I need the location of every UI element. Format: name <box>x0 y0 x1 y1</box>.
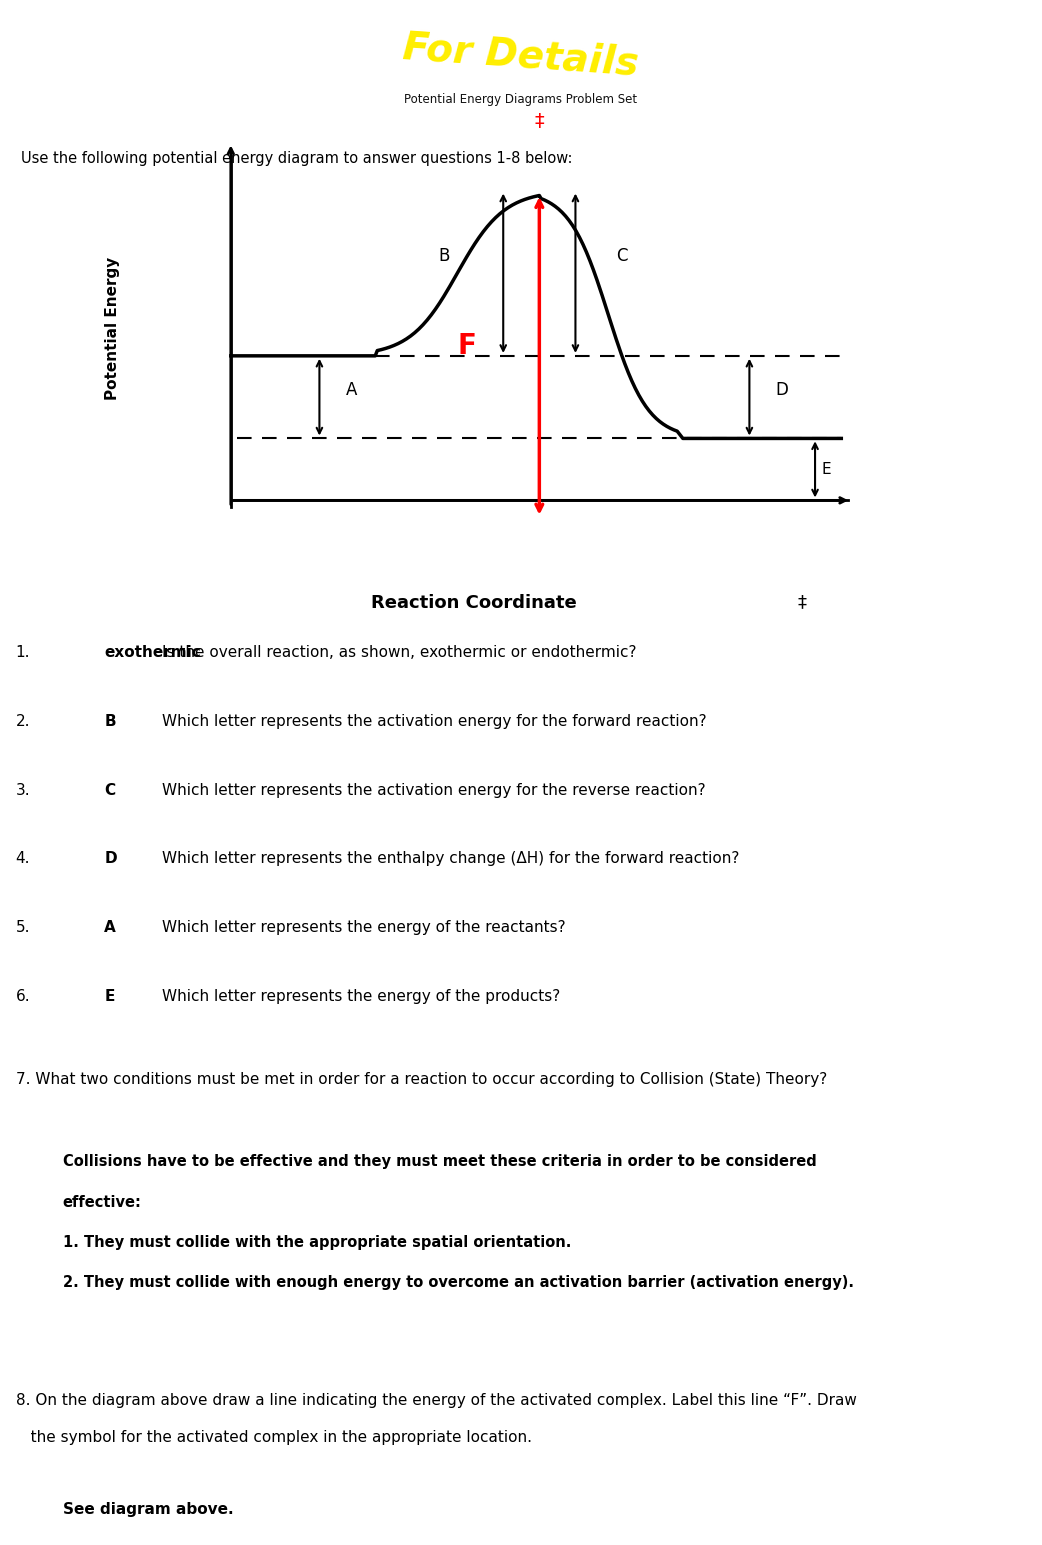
Text: E: E <box>104 989 115 1004</box>
Text: ‡: ‡ <box>797 593 807 612</box>
Text: 4.: 4. <box>16 851 30 867</box>
Text: C: C <box>616 247 627 266</box>
Text: Which letter represents the activation energy for the forward reaction?: Which letter represents the activation e… <box>162 714 706 729</box>
Text: the symbol for the activated complex in the appropriate location.: the symbol for the activated complex in … <box>16 1431 531 1446</box>
Text: Potential Energy: Potential Energy <box>105 256 120 400</box>
Text: Which letter represents the activation energy for the reverse reaction?: Which letter represents the activation e… <box>162 783 705 797</box>
Text: For Details: For Details <box>402 29 640 83</box>
Text: C: C <box>104 783 116 797</box>
Text: 1. They must collide with the appropriate spatial orientation.: 1. They must collide with the appropriat… <box>63 1234 571 1250</box>
Text: Collisions have to be effective and they must meet these criteria in order to be: Collisions have to be effective and they… <box>63 1154 816 1170</box>
Text: effective:: effective: <box>63 1194 142 1210</box>
Text: Use the following potential energy diagram to answer questions 1-8 below:: Use the following potential energy diagr… <box>21 151 572 165</box>
Text: Which letter represents the enthalpy change (ΔH) for the forward reaction?: Which letter represents the enthalpy cha… <box>162 851 739 867</box>
Text: E: E <box>822 462 832 477</box>
Text: 7. What two conditions must be met in order for a reaction to occur according to: 7. What two conditions must be met in or… <box>16 1072 827 1086</box>
Text: 2. They must collide with enough energy to overcome an activation barrier (activ: 2. They must collide with enough energy … <box>63 1275 853 1290</box>
Text: 5.: 5. <box>16 919 30 935</box>
Text: Which letter represents the energy of the reactants?: Which letter represents the energy of th… <box>162 919 565 935</box>
Text: Which letter represents the energy of the products?: Which letter represents the energy of th… <box>162 989 560 1004</box>
Text: B: B <box>104 714 116 729</box>
Text: ‡: ‡ <box>535 113 544 131</box>
Text: 2.: 2. <box>16 714 30 729</box>
Text: Reaction Coordinate: Reaction Coordinate <box>371 593 576 612</box>
Text: Is the overall reaction, as shown, exothermic or endothermic?: Is the overall reaction, as shown, exoth… <box>162 646 636 660</box>
Text: 3.: 3. <box>16 783 30 797</box>
Text: 8. On the diagram above draw a line indicating the energy of the activated compl: 8. On the diagram above draw a line indi… <box>16 1394 857 1409</box>
Text: TAP HERE: TAP HERE <box>487 9 555 26</box>
Text: Potential Energy Diagrams Problem Set: Potential Energy Diagrams Problem Set <box>404 93 638 107</box>
Text: See diagram above.: See diagram above. <box>63 1502 233 1517</box>
Text: D: D <box>775 382 789 399</box>
Text: 1.: 1. <box>16 646 30 660</box>
Text: F: F <box>457 332 476 360</box>
Text: exothermic: exothermic <box>104 646 201 660</box>
Text: B: B <box>439 247 450 266</box>
Text: A: A <box>346 382 357 399</box>
Text: A: A <box>104 919 116 935</box>
Text: D: D <box>104 851 117 867</box>
Text: 6.: 6. <box>16 989 30 1004</box>
